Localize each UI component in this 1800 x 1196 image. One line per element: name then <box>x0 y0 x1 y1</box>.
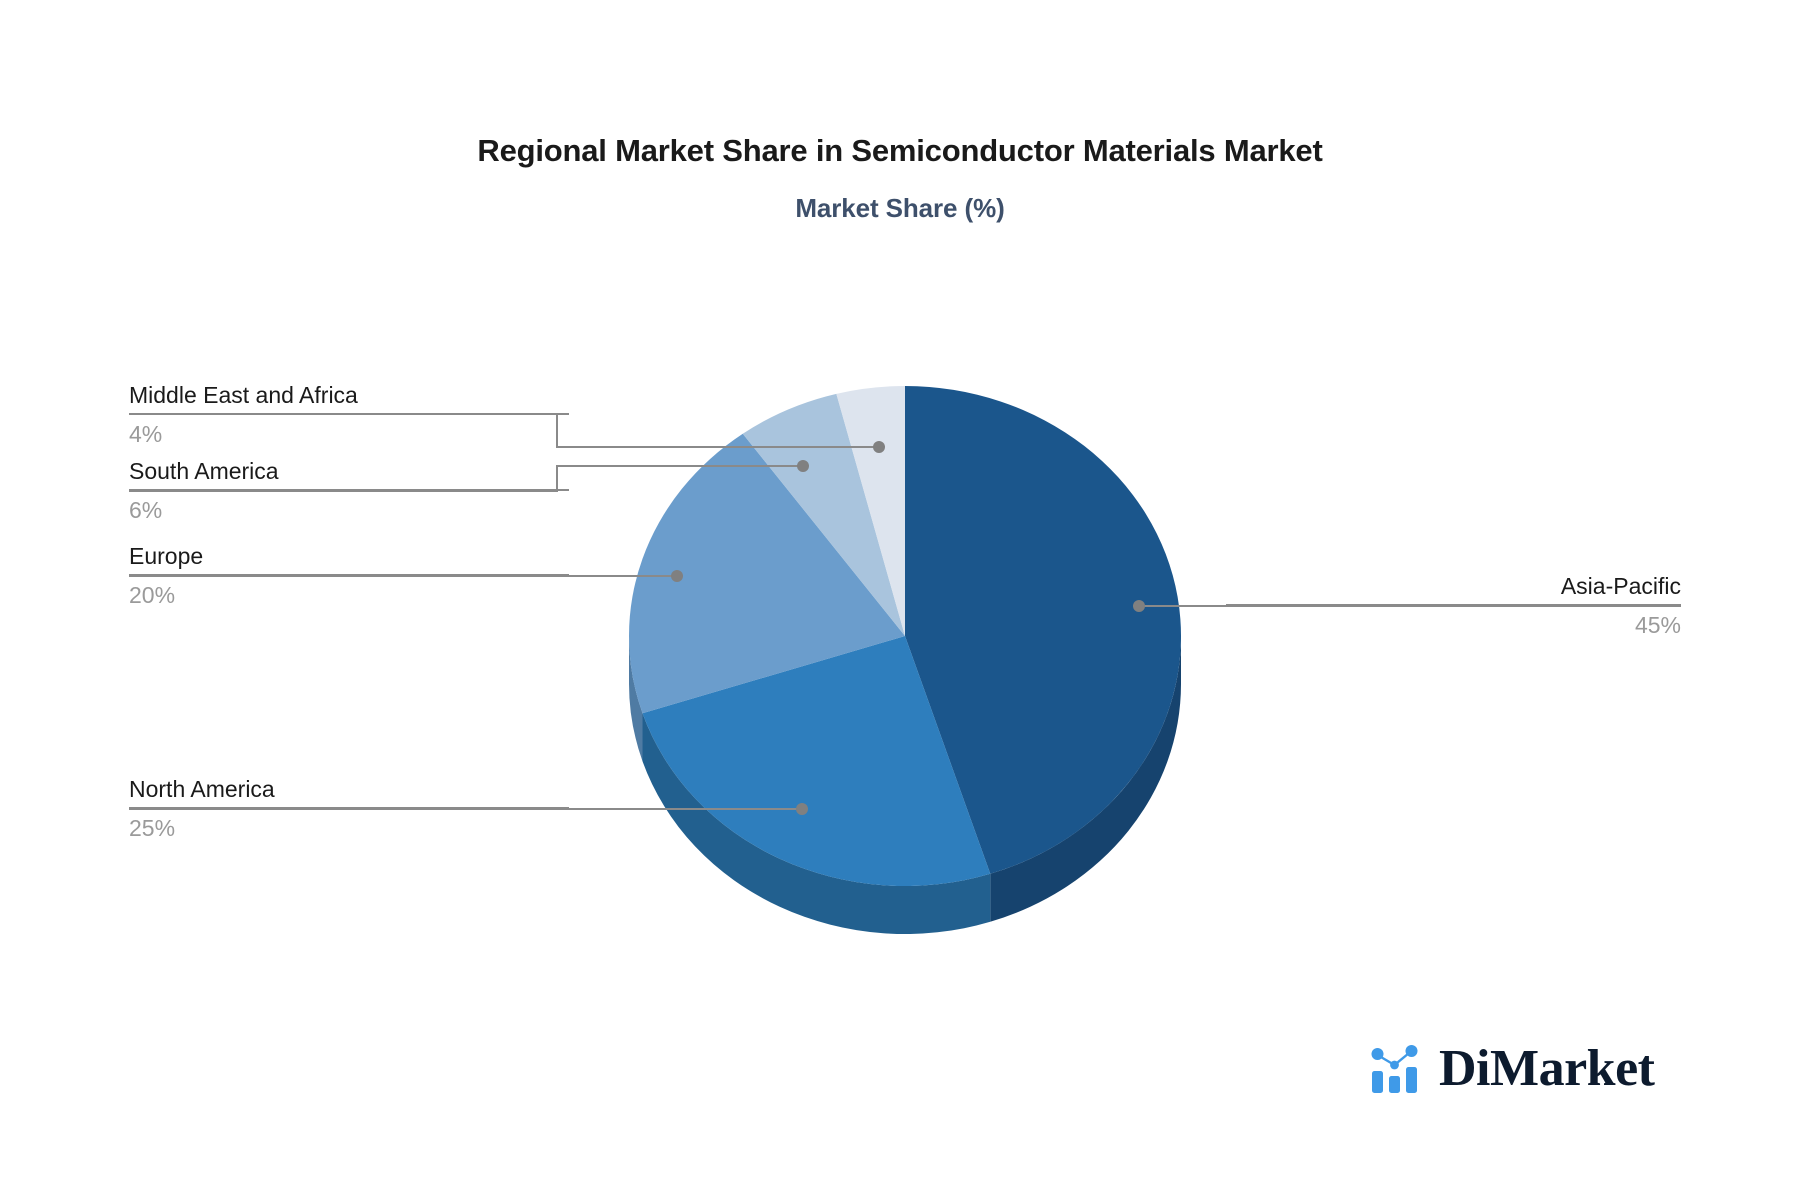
depth-wall-north-america <box>642 713 991 934</box>
page-title: Regional Market Share in Semiconductor M… <box>477 133 1323 168</box>
pie-top-faces <box>629 386 1181 886</box>
callout-rule <box>1226 604 1681 606</box>
leader-dots <box>671 441 1145 815</box>
depth-wall-asia-pacific <box>990 636 1181 922</box>
pie-depth-walls <box>629 636 1181 934</box>
bar-chart-dots-icon <box>1371 1045 1418 1093</box>
callout-label-middle-east-and-africa: Middle East and Africa <box>129 382 358 408</box>
callout-north-america[interactable]: North America 25% <box>129 774 569 843</box>
callout-rule <box>129 489 569 491</box>
brand-logo: DiMarket <box>1370 1040 1655 1097</box>
callout-label-north-america: North America <box>129 776 275 802</box>
leader-lines <box>129 413 1681 810</box>
callout-label-south-america: South America <box>129 458 279 484</box>
pie-slice-middle-east-and-africa[interactable] <box>836 386 905 636</box>
callout-middle-east-and-africa[interactable]: Middle East and Africa 4% <box>129 380 569 449</box>
callout-value-europe: 20% <box>129 582 176 608</box>
depth-wall-europe <box>629 636 643 762</box>
leader-dot-europe <box>671 570 683 582</box>
callout-asia-pacific[interactable]: Asia-Pacific 45% <box>1226 571 1681 640</box>
callout-rule <box>129 574 569 576</box>
leader-dot-north-america <box>796 803 808 815</box>
leader-dot-south-america <box>797 460 809 472</box>
callout-value-north-america: 25% <box>129 815 176 841</box>
callout-value-middle-east-and-africa: 4% <box>129 421 163 447</box>
callout-label-europe: Europe <box>129 543 204 569</box>
leader-line-south-america <box>129 465 803 492</box>
callout-europe[interactable]: Europe 20% <box>129 541 569 610</box>
pie-slice-south-america[interactable] <box>742 393 905 636</box>
callout-south-america[interactable]: South America 6% <box>129 456 569 525</box>
leader-dot-asia-pacific <box>1133 600 1145 612</box>
pie-slice-asia-pacific[interactable] <box>905 386 1181 874</box>
callout-label-asia-pacific: Asia-Pacific <box>1560 573 1681 599</box>
leader-dot-middle-east-and-africa <box>873 441 885 453</box>
callout-value-asia-pacific: 45% <box>1634 612 1681 638</box>
callout-value-south-america: 6% <box>129 497 163 523</box>
chart-subtitle: Market Share (%) <box>795 193 1005 223</box>
pie-slice-europe[interactable] <box>629 433 905 714</box>
callout-rule <box>129 807 569 809</box>
pie-slice-north-america[interactable] <box>642 636 991 886</box>
brand-name: DiMarket <box>1439 1040 1655 1097</box>
callout-rule <box>129 413 569 415</box>
